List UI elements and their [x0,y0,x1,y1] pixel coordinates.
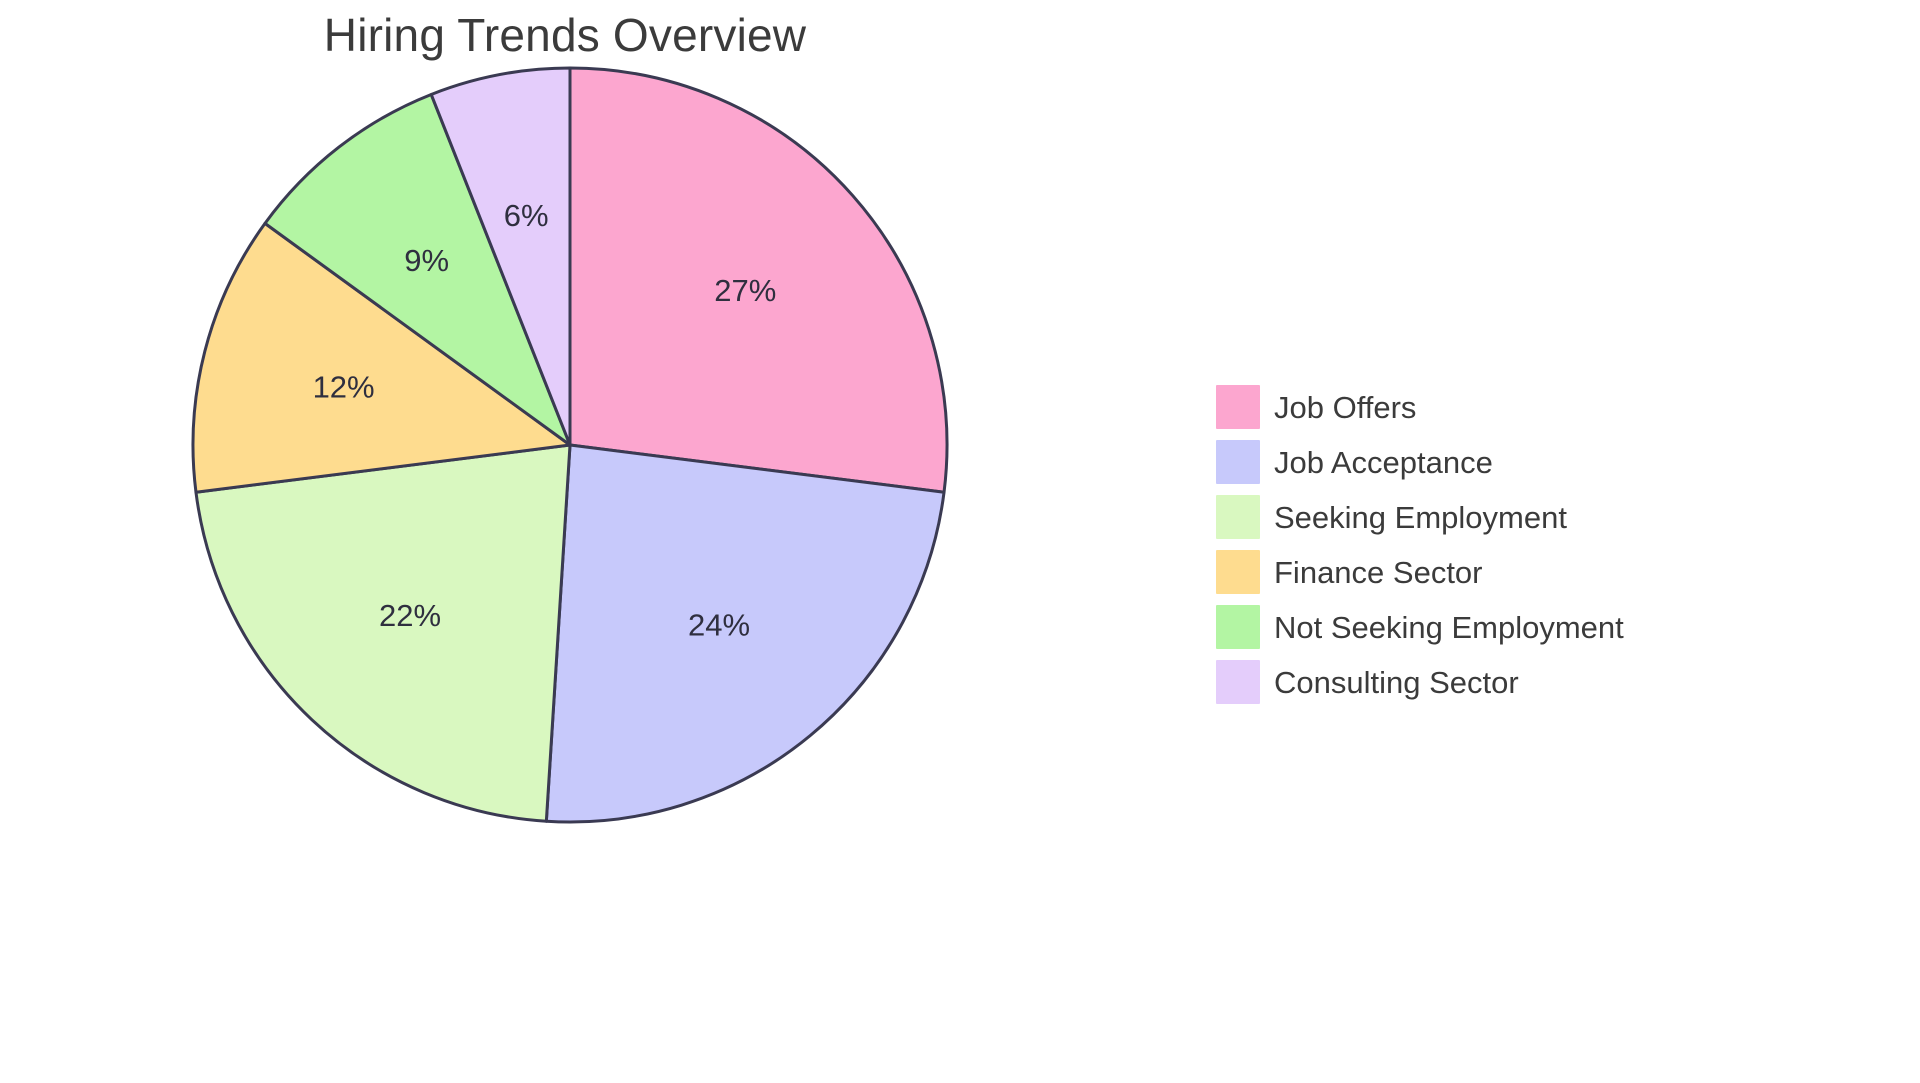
pie-slice-value-label: 12% [313,369,375,404]
legend-item[interactable]: Job Acceptance [1216,440,1624,484]
pie-slice[interactable] [191,221,572,494]
pie-slice-labels-group: 27% 24% 22% 12% 9% 6% [313,198,777,643]
legend-swatch-icon [1216,385,1260,429]
pie-slice[interactable] [429,66,572,447]
pie-slice-value-label: 24% [688,608,750,643]
legend-item[interactable]: Seeking Employment [1216,495,1624,539]
legend-item-label: Not Seeking Employment [1274,609,1624,645]
legend-swatch-icon [1216,605,1260,649]
legend-swatch-icon [1216,660,1260,704]
pie-slice[interactable] [568,66,949,494]
pie-slice[interactable] [263,92,572,447]
legend-item-label: Job Offers [1274,389,1417,425]
pie-slice-value-label: 22% [379,598,441,633]
legend-item[interactable]: Job Offers [1216,385,1624,429]
pie-slice-value-label: 27% [714,273,776,308]
pie-slice[interactable] [544,443,946,824]
page-title: Hiring Trends Overview [323,9,807,61]
legend-item-label: Seeking Employment [1274,499,1567,535]
legend-item[interactable]: Finance Sector [1216,550,1624,594]
chart-legend: Job Offers Job Acceptance Seeking Employme… [1216,385,1624,704]
pie-slice-value-label: 6% [504,198,549,233]
legend-item-label: Job Acceptance [1274,444,1493,480]
legend-swatch-icon [1216,495,1260,539]
pie-slice[interactable] [194,443,572,823]
pie-svg: 27% 24% 22% 12% 9% 6% [191,66,949,824]
legend-swatch-icon [1216,550,1260,594]
pie-plot-area: 27% 24% 22% 12% 9% 6% [190,65,950,825]
legend-item[interactable]: Consulting Sector [1216,660,1624,704]
legend-item-label: Finance Sector [1274,554,1483,590]
legend-item[interactable]: Not Seeking Employment [1216,605,1624,649]
legend-item-label: Consulting Sector [1274,664,1519,700]
legend-swatch-icon [1216,440,1260,484]
pie-slice-value-label: 9% [404,243,449,278]
pie-slices-group [191,66,949,824]
